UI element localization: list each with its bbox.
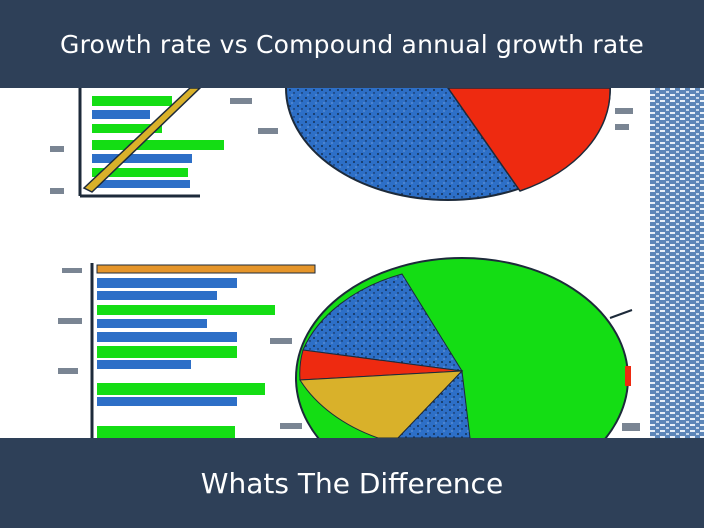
slide-title: Growth rate vs Compound annual growth ra… xyxy=(60,29,644,59)
bottom-bar-chart xyxy=(58,263,316,438)
header-band: Growth rate vs Compound annual growth ra… xyxy=(0,0,704,88)
paper-edge xyxy=(650,88,704,438)
bottom-pie-chart xyxy=(295,257,640,438)
top-bar-chart xyxy=(50,88,278,198)
charts-illustration xyxy=(0,88,704,438)
slide-subtitle: Whats The Difference xyxy=(200,466,504,500)
footer-band: Whats The Difference xyxy=(0,438,704,528)
hand-drawn-charts-icon xyxy=(0,88,704,438)
top-pie-chart xyxy=(285,88,633,201)
